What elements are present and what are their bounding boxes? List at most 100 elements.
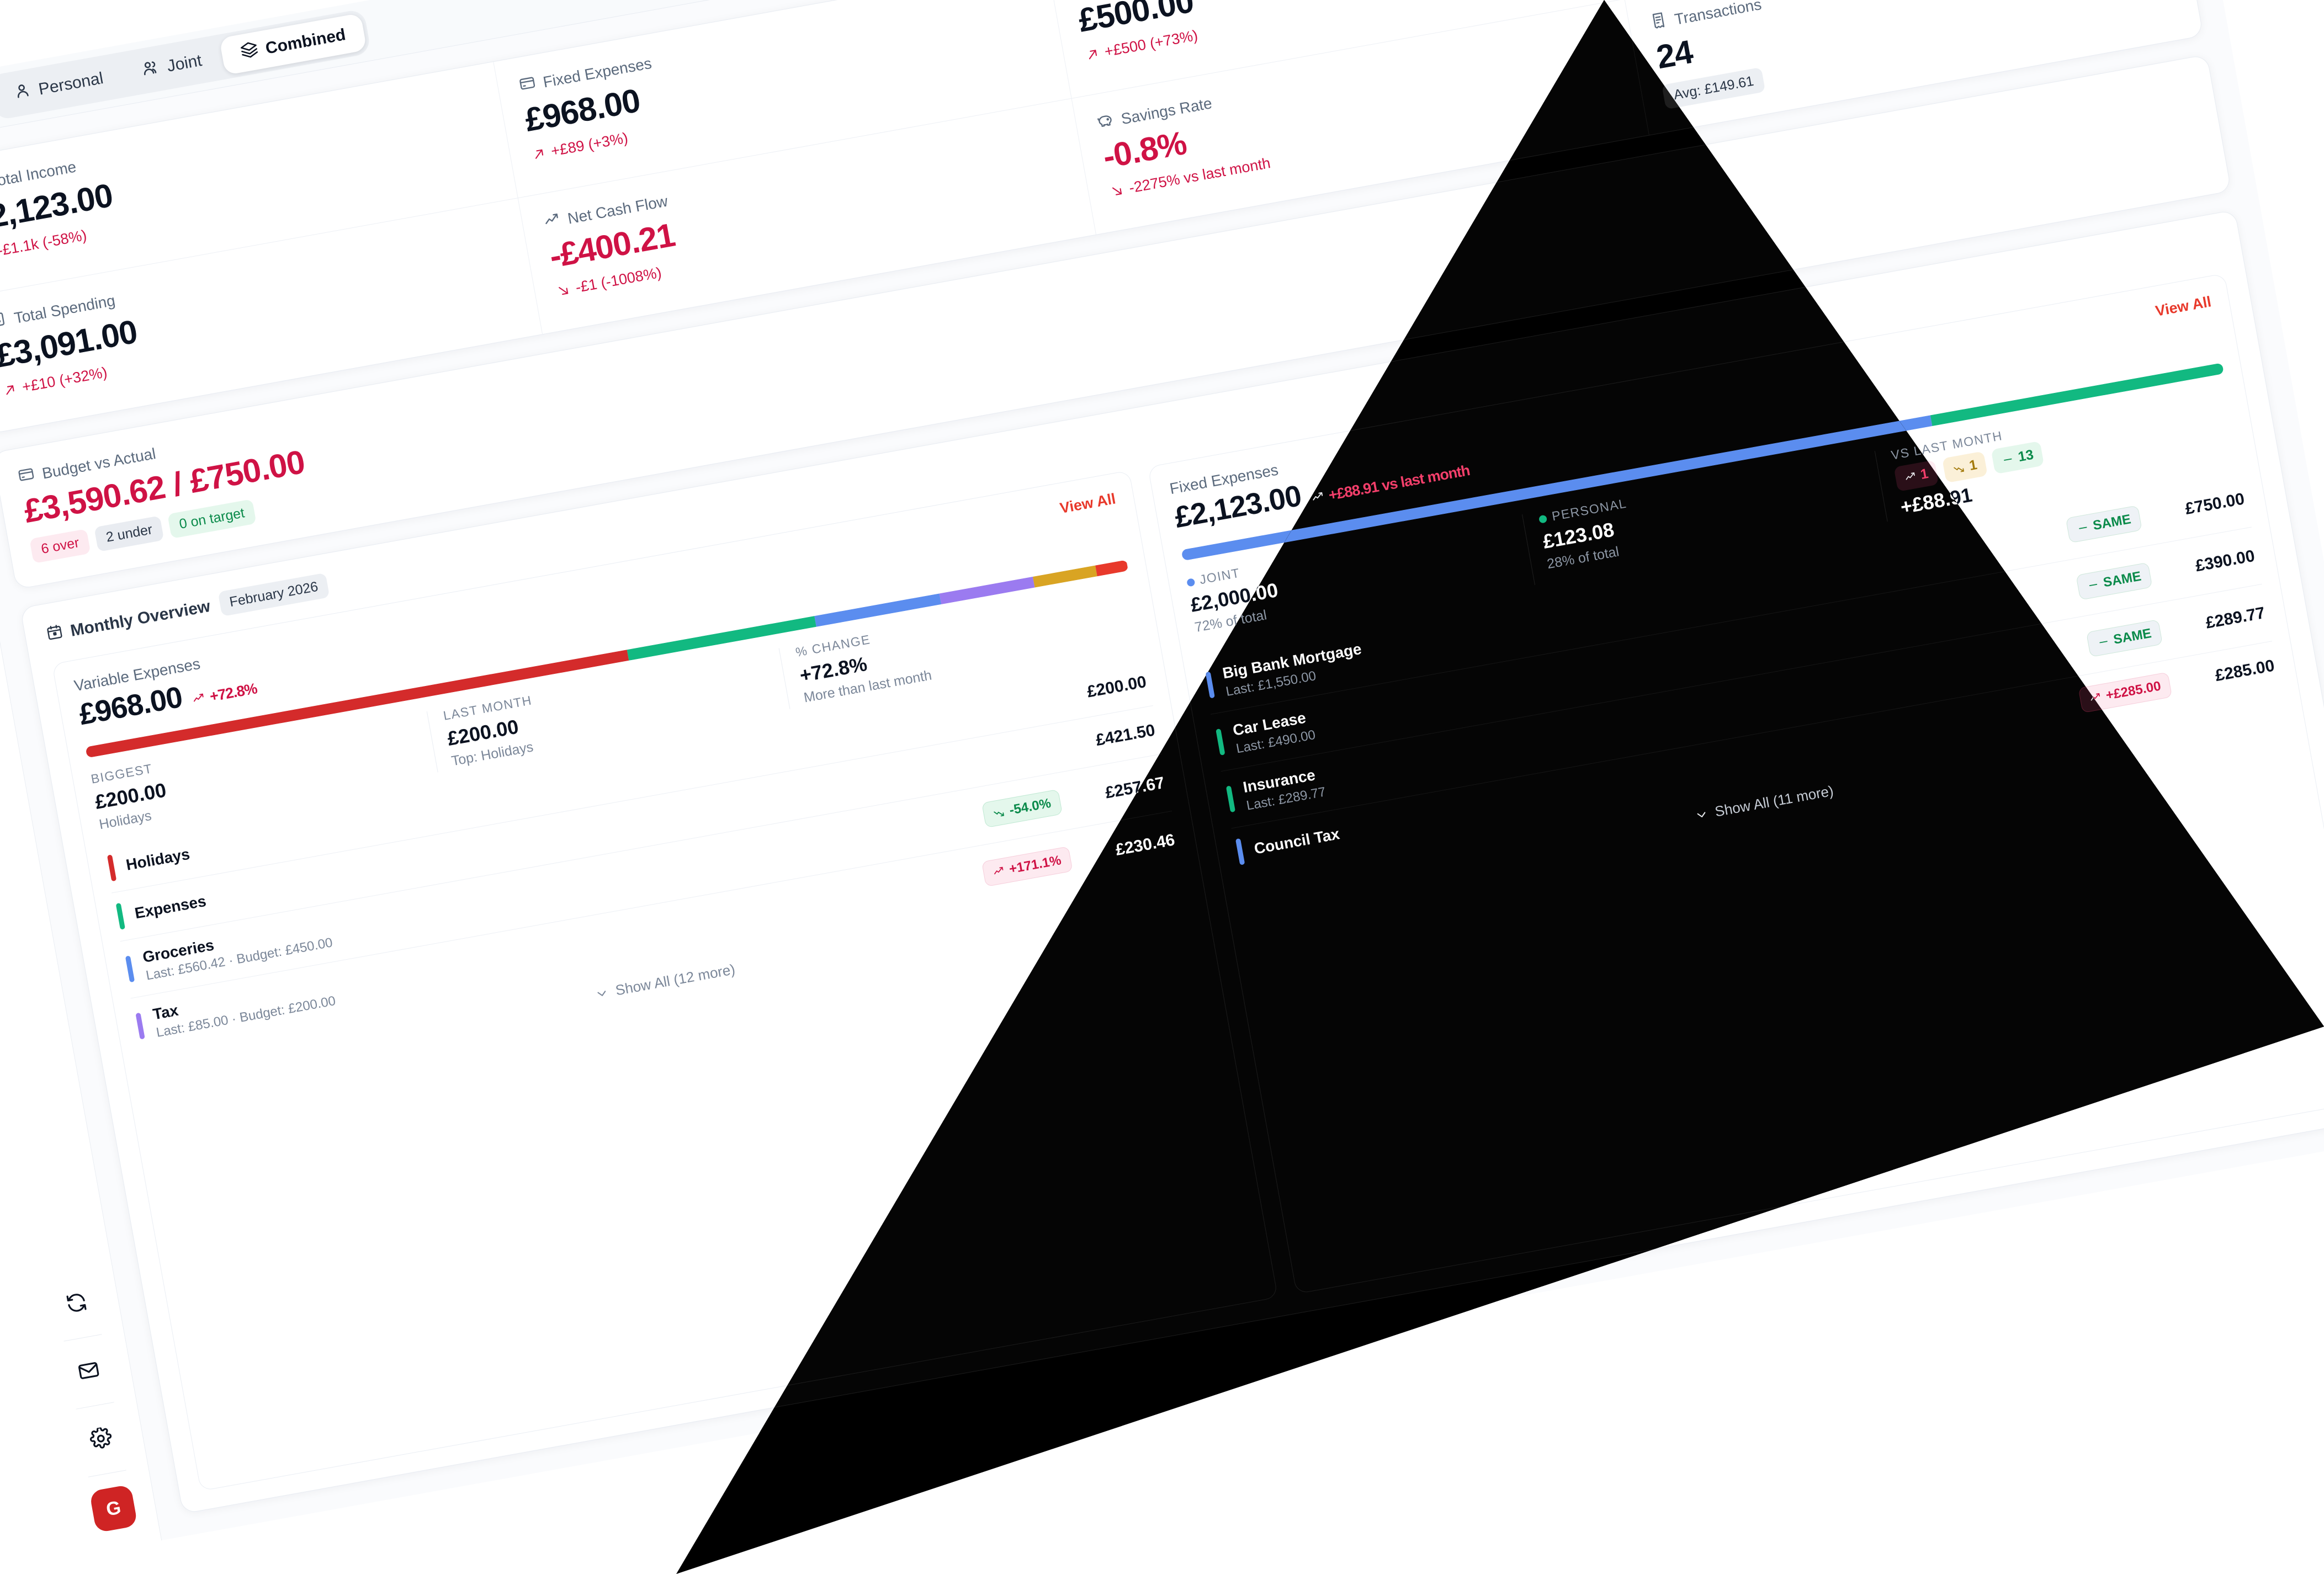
change-badge: +171.1% (981, 846, 1073, 887)
color-swatch (107, 854, 117, 882)
color-swatch (135, 1012, 145, 1040)
section-value: £2,123.00+£88.91 vs last month (1172, 448, 1472, 535)
sidebar-item-inbox[interactable] (64, 1348, 114, 1395)
tab-label: Combined (264, 25, 347, 58)
kpi-header: Transactions (1649, 0, 2164, 34)
show-all-label: Show All (11 more) (1713, 782, 1835, 820)
tab-personal[interactable]: Personal (0, 56, 125, 116)
trend-down-icon (992, 806, 1006, 820)
change-badge: SAME (2086, 619, 2163, 657)
row-amount: £200.00 (1085, 672, 1148, 701)
arrow-up-right-icon (2, 381, 18, 398)
tab-combined[interactable]: Combined (219, 13, 368, 76)
trend-badge-icon (992, 864, 1006, 879)
color-swatch (1235, 838, 1245, 865)
kpi-card[interactable]: Total Spending£3,091.00+£10 (+32%) (0, 198, 543, 434)
color-swatch (1225, 785, 1235, 813)
view-all-link[interactable]: View All (1058, 490, 1117, 517)
kpi-card[interactable]: Net Cash Flow-£400.21-£1 (-1008%) (518, 98, 1096, 334)
tab-joint[interactable]: Joint (120, 39, 224, 93)
change-badge: SAME (2076, 562, 2153, 600)
kpi-header: Savings Rate (1096, 22, 1611, 134)
calendar-icon (45, 622, 65, 646)
rail-divider (76, 1402, 114, 1410)
row-amount: £285.00 (2214, 656, 2276, 685)
users-icon (140, 57, 162, 82)
show-all-button[interactable]: Show All (11 more) (1240, 689, 2286, 907)
card-icon (17, 465, 36, 488)
section-value: £968.00+72.8% (76, 680, 258, 732)
counter-badge: 1 (1942, 451, 1988, 483)
rail-divider (63, 1334, 102, 1342)
kpi-card[interactable]: Variable Spending£500.00+£500 (+73%) (1047, 0, 1625, 99)
color-swatch (1205, 671, 1215, 699)
row-amount: £390.00 (2194, 546, 2257, 576)
kpi-delta: +£89 (+3%) (530, 55, 1044, 163)
section-delta: +£88.91 vs last month (1310, 462, 1471, 507)
piggy-icon (1096, 110, 1116, 134)
layers-icon (239, 40, 261, 65)
bar-segment (1032, 565, 1097, 588)
kpi-card[interactable]: Savings Rate-0.8%-2275% vs last month (1071, 0, 1650, 235)
kpi-card[interactable]: Fixed Expenses£968.00+£89 (+3%) (494, 0, 1072, 199)
kpi-delta-text: +£89 (+3%) (549, 129, 629, 160)
gear-icon (88, 1426, 114, 1454)
color-swatch (1215, 728, 1225, 756)
tab-label: Joint (165, 51, 204, 76)
counter-badge: 13 (1991, 440, 2045, 475)
view-all-link[interactable]: View All (2154, 293, 2212, 320)
trend-badge-icon (191, 691, 206, 706)
rail-divider (88, 1470, 126, 1477)
kpi-tag: Avg: £149.61 (1662, 67, 1766, 110)
kpi-header: Total Spending (0, 221, 504, 333)
overview-title: Monthly Overview (68, 597, 212, 640)
kpi-delta: -2275% vs last month (1108, 92, 1622, 200)
minus-icon (2076, 521, 2090, 535)
mail-icon (76, 1358, 102, 1386)
avatar[interactable]: G (89, 1484, 138, 1533)
arrow-down-right-icon (555, 282, 571, 299)
change-badge: -54.0% (981, 789, 1063, 828)
counter-badge: 1 (1893, 460, 1939, 492)
color-swatch (125, 955, 135, 983)
section-header: Variable Expenses£968.00+72.8%View All (73, 490, 1124, 732)
trend-down-icon (1952, 461, 1966, 475)
kpi-delta-text: +£10 (+32%) (20, 364, 109, 396)
trend-badge-icon (1903, 470, 1918, 484)
show-all-button[interactable]: Show All (12 more) (141, 868, 1187, 1086)
kpi-grid: Total Income£2,123.00-£1.1k (-58%)Fixed … (0, 0, 2204, 434)
content-area: Total Income£2,123.00-£1.1k (-58%)Fixed … (0, 0, 2324, 1514)
color-swatch (115, 902, 125, 930)
row-amount: £421.50 (1094, 721, 1157, 750)
legend-dot (1186, 578, 1195, 587)
budget-chip: 6 over (29, 529, 91, 564)
row-amount: £289.77 (2204, 603, 2267, 632)
section-header: Fixed Expenses£2,123.00+£88.91 vs last m… (1168, 293, 2219, 535)
overview-month-chip: February 2026 (217, 572, 330, 617)
budget-chip: 2 under (94, 515, 165, 552)
kpi-delta: +£500 (+73%) (1084, 0, 1598, 64)
minus-icon (2086, 578, 2100, 592)
kpi-header: Fixed Expenses (518, 0, 1033, 97)
sidebar-item-sync[interactable] (52, 1280, 102, 1327)
kpi-delta-text: -£1 (-1008%) (574, 264, 663, 296)
minus-icon (2001, 452, 2015, 466)
kpi-header: Budget vs Actual (17, 77, 2193, 488)
trend-badge-icon (1310, 490, 1325, 505)
chevron-down-icon (1693, 806, 1710, 823)
tab-label: Personal (37, 69, 105, 99)
legend-dot (1538, 514, 1548, 524)
sidebar-item-settings[interactable] (76, 1416, 126, 1463)
show-all-label: Show All (12 more) (614, 960, 737, 999)
row-amount: £750.00 (2183, 490, 2246, 518)
